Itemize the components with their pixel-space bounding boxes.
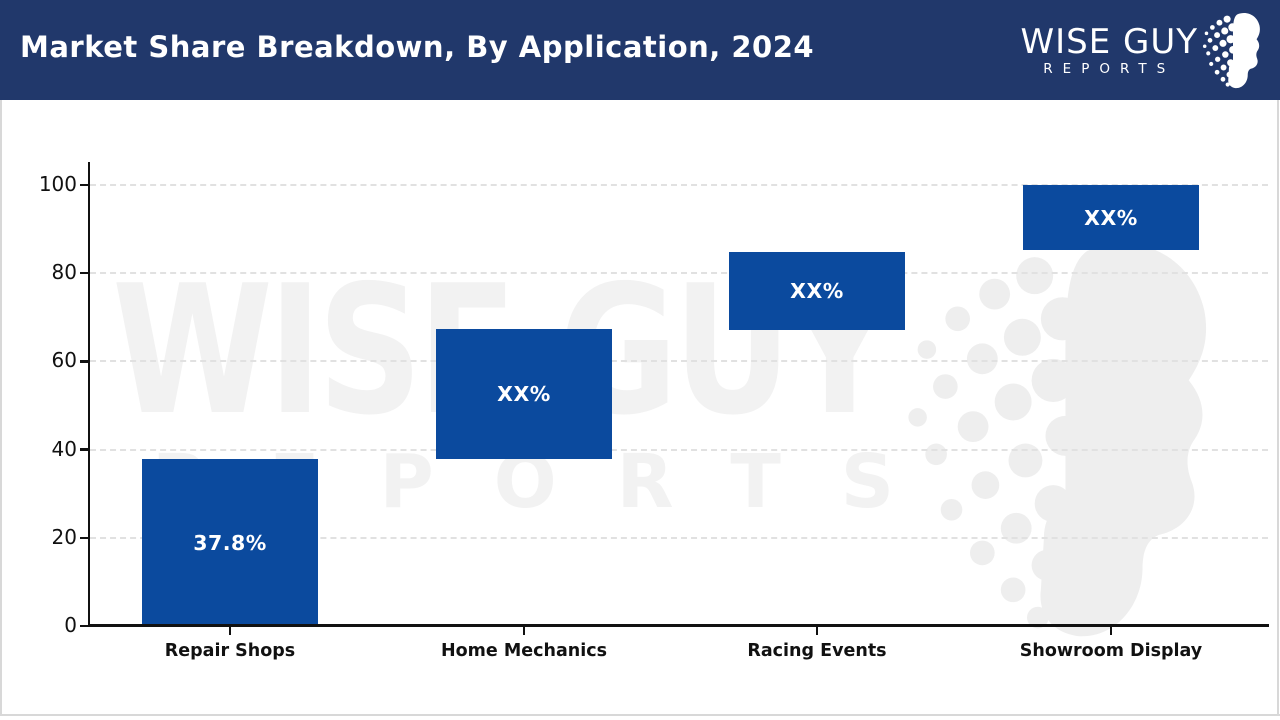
x-category-label: Home Mechanics bbox=[440, 641, 608, 661]
right-frame-line bbox=[1277, 100, 1279, 714]
y-tick bbox=[80, 271, 88, 275]
logo-reports: REPORTS bbox=[1043, 61, 1176, 78]
page-title: Market Share Breakdown, By Application, … bbox=[20, 30, 815, 64]
bar-segment: XX% bbox=[436, 329, 612, 460]
left-frame-line bbox=[0, 100, 2, 714]
bar-segment: XX% bbox=[729, 251, 905, 330]
y-tick-label: 80 bbox=[51, 260, 77, 285]
gridline bbox=[90, 536, 1268, 539]
x-category-label: Showroom Display bbox=[1019, 641, 1203, 661]
bar-value-label: XX% bbox=[790, 278, 844, 303]
gridline bbox=[90, 184, 1268, 186]
y-tick bbox=[80, 448, 88, 451]
x-category-label: Repair Shops bbox=[164, 641, 296, 661]
bar-segment: 37.8% bbox=[142, 459, 318, 626]
y-axis-spine bbox=[87, 162, 90, 626]
y-tick-label: 20 bbox=[51, 524, 77, 549]
y-tick-label: 60 bbox=[51, 348, 77, 373]
logo-name: WISE GUY bbox=[1020, 21, 1198, 62]
gridline bbox=[90, 360, 1268, 363]
logo-wordmark: WISE GUY REPORTS bbox=[1020, 21, 1198, 78]
x-category-label: Racing Events bbox=[747, 641, 887, 661]
header: Market Share Breakdown, By Application, … bbox=[0, 0, 1280, 100]
y-tick-label: 40 bbox=[51, 436, 77, 461]
x-tick bbox=[815, 627, 819, 635]
y-tick bbox=[80, 183, 88, 187]
y-tick bbox=[80, 360, 88, 363]
bar-value-label: 37.8% bbox=[193, 530, 267, 555]
x-axis-spine bbox=[87, 624, 1269, 627]
wiseguy-logo: WISE GUY REPORTS bbox=[1020, 6, 1266, 96]
gridline bbox=[90, 448, 1268, 451]
y-tick-label: 100 bbox=[38, 172, 77, 197]
y-tick bbox=[80, 536, 88, 540]
bar-value-label: XX% bbox=[1084, 205, 1138, 230]
x-tick bbox=[228, 627, 232, 635]
y-tick-label: 0 bbox=[64, 613, 77, 638]
gridline bbox=[90, 272, 1268, 275]
bar-segment: XX% bbox=[1023, 185, 1199, 251]
x-tick bbox=[522, 627, 526, 635]
bottom-frame-line bbox=[0, 714, 1280, 716]
bar-value-label: XX% bbox=[497, 382, 551, 407]
y-tick bbox=[80, 624, 88, 628]
x-tick bbox=[1109, 627, 1113, 635]
